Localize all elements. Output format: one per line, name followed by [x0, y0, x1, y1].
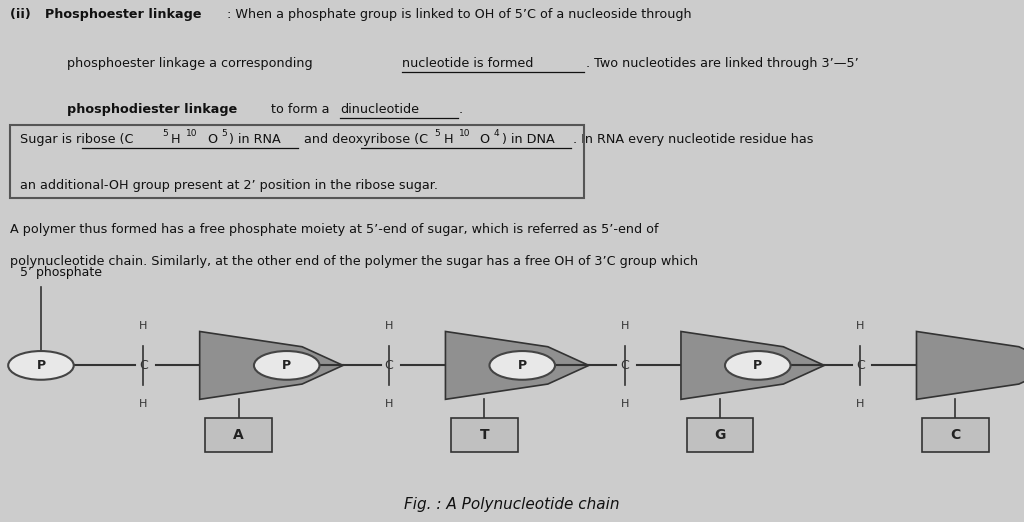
- Polygon shape: [681, 331, 824, 399]
- Text: P: P: [37, 359, 45, 372]
- Text: H: H: [139, 322, 147, 331]
- Text: H: H: [139, 399, 147, 409]
- Polygon shape: [200, 331, 343, 399]
- Text: an additional-OH group present at 2’ position in the ribose sugar.: an additional-OH group present at 2’ pos…: [20, 179, 438, 192]
- Text: H: H: [621, 322, 629, 331]
- Text: O: O: [207, 133, 217, 146]
- Text: 10: 10: [459, 129, 470, 138]
- Text: 10: 10: [186, 129, 198, 138]
- Text: polynucleotide chain. Similarly, at the other end of the polymer the sugar has a: polynucleotide chain. Similarly, at the …: [10, 255, 698, 268]
- Text: P: P: [754, 359, 762, 372]
- Text: Fig. : A Polynucleotide chain: Fig. : A Polynucleotide chain: [404, 496, 620, 512]
- Text: Sugar is ribose (C: Sugar is ribose (C: [20, 133, 134, 146]
- Text: G: G: [714, 428, 726, 442]
- Text: 5: 5: [434, 129, 440, 138]
- Polygon shape: [916, 331, 1024, 399]
- Text: C: C: [385, 359, 393, 372]
- Text: A polymer thus formed has a free phosphate moiety at 5’-end of sugar, which is r: A polymer thus formed has a free phospha…: [10, 222, 658, 235]
- Polygon shape: [445, 331, 589, 399]
- Bar: [451, 418, 518, 452]
- Ellipse shape: [725, 351, 791, 380]
- Text: 5: 5: [221, 129, 227, 138]
- Text: (ii): (ii): [10, 8, 36, 21]
- Text: 5’ phosphate: 5’ phosphate: [20, 266, 102, 279]
- Text: . Two nucleotides are linked through 3’—5’: . Two nucleotides are linked through 3’—…: [586, 57, 858, 70]
- Bar: [923, 418, 989, 452]
- Text: .: .: [459, 103, 463, 116]
- Text: C: C: [139, 359, 147, 372]
- Text: H: H: [385, 322, 393, 331]
- Ellipse shape: [8, 351, 74, 380]
- Text: O: O: [479, 133, 489, 146]
- Text: 4: 4: [494, 129, 499, 138]
- Text: to form a: to form a: [267, 103, 334, 116]
- Ellipse shape: [254, 351, 319, 380]
- Text: phosphodiester linkage: phosphodiester linkage: [67, 103, 237, 116]
- Text: P: P: [283, 359, 291, 372]
- Text: H: H: [385, 399, 393, 409]
- Bar: [205, 418, 272, 452]
- Text: C: C: [950, 428, 961, 442]
- Text: C: C: [621, 359, 629, 372]
- Bar: [687, 418, 754, 452]
- Text: P: P: [518, 359, 526, 372]
- Text: A: A: [233, 428, 244, 442]
- Text: ) in RNA: ) in RNA: [229, 133, 282, 146]
- Text: : When a phosphate group is linked to OH of 5’C of a nucleoside through: : When a phosphate group is linked to OH…: [223, 8, 692, 21]
- Text: phosphoester linkage a corresponding: phosphoester linkage a corresponding: [67, 57, 316, 70]
- Text: ) in DNA: ) in DNA: [502, 133, 555, 146]
- Text: H: H: [856, 322, 864, 331]
- Text: Phosphoester linkage: Phosphoester linkage: [45, 8, 202, 21]
- Text: and deoxyribose (C: and deoxyribose (C: [300, 133, 428, 146]
- Text: H: H: [856, 399, 864, 409]
- Text: . In RNA every nucleotide residue has: . In RNA every nucleotide residue has: [573, 133, 814, 146]
- Text: T: T: [479, 428, 489, 442]
- Bar: [10, 125, 584, 198]
- Text: C: C: [856, 359, 864, 372]
- Text: nucleotide is formed: nucleotide is formed: [402, 57, 534, 70]
- Text: 5: 5: [162, 129, 168, 138]
- Text: H: H: [171, 133, 180, 146]
- Text: H: H: [443, 133, 453, 146]
- Ellipse shape: [489, 351, 555, 380]
- Text: dinucleotide: dinucleotide: [340, 103, 419, 116]
- Text: H: H: [621, 399, 629, 409]
